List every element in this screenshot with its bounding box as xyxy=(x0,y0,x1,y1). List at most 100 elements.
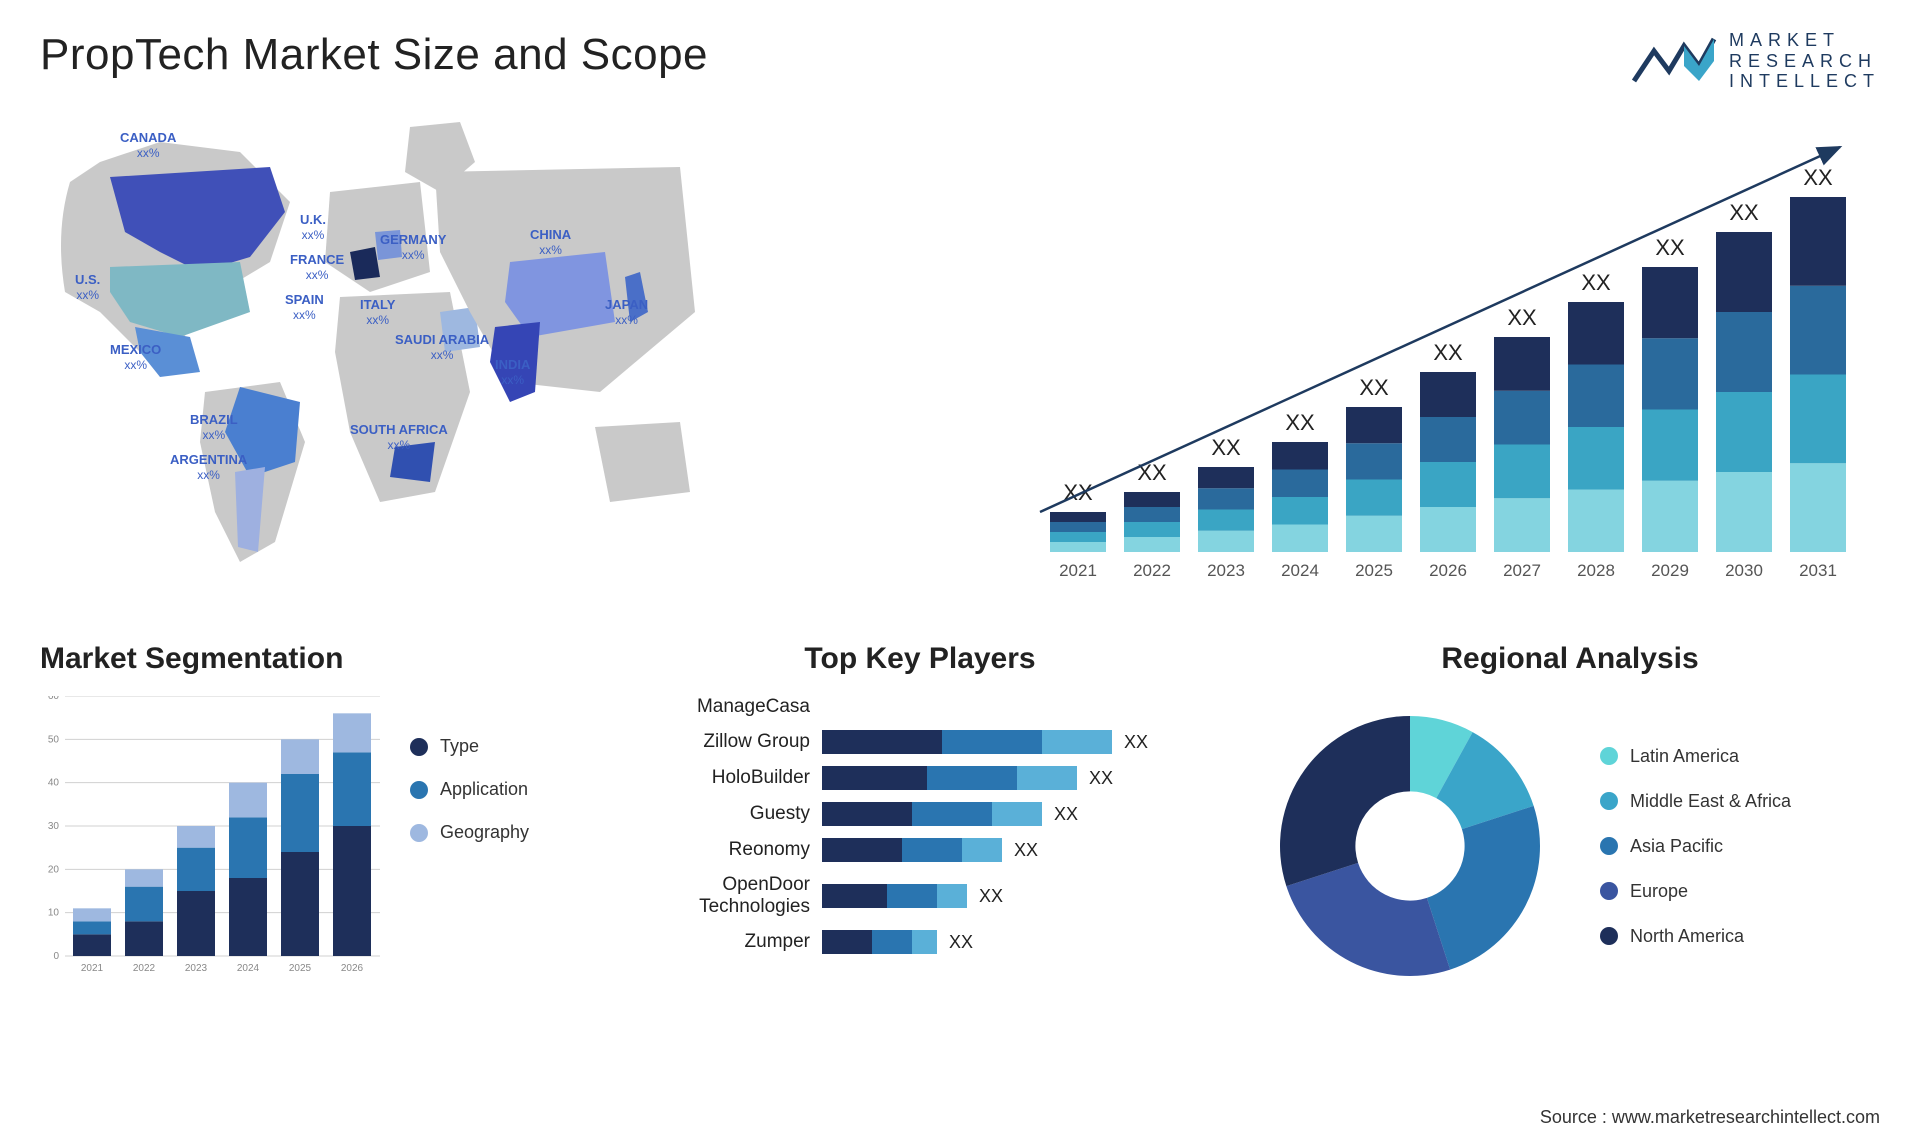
player-row: ManageCasa xyxy=(610,696,1230,718)
map-label-france: FRANCExx% xyxy=(290,252,344,282)
player-name: Guesty xyxy=(610,803,810,825)
player-row: Reonomy XX xyxy=(610,838,1230,862)
player-bar-segment xyxy=(927,766,1017,790)
player-bar-segment xyxy=(887,884,937,908)
logo-line1: MARKET xyxy=(1729,30,1880,51)
map-label-argentina: ARGENTINAxx% xyxy=(170,452,247,482)
svg-text:2029: 2029 xyxy=(1651,561,1689,580)
legend-label: Europe xyxy=(1630,881,1688,902)
map-label-canada: CANADAxx% xyxy=(120,130,176,160)
player-row: Guesty XX xyxy=(610,802,1230,826)
player-bar-segment xyxy=(902,838,962,862)
svg-text:XX: XX xyxy=(1803,165,1833,190)
legend-dot xyxy=(1600,747,1618,765)
player-value: XX xyxy=(1014,840,1038,861)
regional-legend-item: Latin America xyxy=(1600,746,1791,767)
svg-text:2025: 2025 xyxy=(289,963,312,974)
player-name: ManageCasa xyxy=(610,696,810,718)
svg-text:2028: 2028 xyxy=(1577,561,1615,580)
regional-legend-item: Middle East & Africa xyxy=(1600,791,1791,812)
segmentation-title: Market Segmentation xyxy=(40,642,580,676)
legend-label: Middle East & Africa xyxy=(1630,791,1791,812)
svg-text:40: 40 xyxy=(48,778,60,789)
player-bar-segment xyxy=(872,930,912,954)
map-label-u-s-: U.S.xx% xyxy=(75,272,100,302)
player-value: XX xyxy=(1089,768,1113,789)
svg-text:2022: 2022 xyxy=(1133,561,1171,580)
player-name: Zillow Group xyxy=(610,731,810,753)
player-bar-segment xyxy=(937,884,967,908)
svg-text:2027: 2027 xyxy=(1503,561,1541,580)
growth-chart: 2021 XX 2022 XX 2023 XX 2024 XX 2025 XX 2026 XX 2027… xyxy=(1020,112,1880,592)
source-text: Source : www.marketresearchintellect.com xyxy=(1540,1107,1880,1128)
segmentation-chart: 0102030405060202120222023202420252026 xyxy=(40,696,380,1006)
player-row: ZumperXX xyxy=(610,930,1230,954)
svg-text:50: 50 xyxy=(48,734,60,745)
svg-text:2021: 2021 xyxy=(81,963,104,974)
player-bar-segment xyxy=(1042,730,1112,754)
legend-dot xyxy=(1600,882,1618,900)
legend-dot xyxy=(1600,927,1618,945)
player-row: HoloBuilderXX xyxy=(610,766,1230,790)
player-bar-segment xyxy=(822,884,887,908)
map-label-china: CHINAxx% xyxy=(530,227,571,257)
segmentation-legend: Type Application Geography xyxy=(410,696,529,1006)
player-bar xyxy=(822,838,1002,862)
player-bar-segment xyxy=(822,930,872,954)
player-value: XX xyxy=(1054,804,1078,825)
svg-text:2023: 2023 xyxy=(1207,561,1245,580)
players-panel: Top Key Players ManageCasaZillow GroupXX… xyxy=(610,642,1230,1006)
svg-text:2022: 2022 xyxy=(133,963,156,974)
legend-label: Type xyxy=(440,736,479,757)
player-bar xyxy=(822,884,967,908)
map-label-japan: JAPANxx% xyxy=(605,297,648,327)
seg-legend-geography: Geography xyxy=(410,822,529,843)
logo: MARKET RESEARCH INTELLECT xyxy=(1629,30,1880,92)
map-label-spain: SPAINxx% xyxy=(285,292,324,322)
legend-dot xyxy=(1600,792,1618,810)
map-label-mexico: MEXICOxx% xyxy=(110,342,161,372)
legend-label: Geography xyxy=(440,822,529,843)
legend-dot xyxy=(410,824,428,842)
player-bar-segment xyxy=(962,838,1002,862)
regional-legend: Latin AmericaMiddle East & AfricaAsia Pa… xyxy=(1600,746,1791,947)
regional-title: Regional Analysis xyxy=(1260,642,1880,676)
svg-text:2025: 2025 xyxy=(1355,561,1393,580)
donut-svg xyxy=(1260,696,1560,996)
svg-text:XX: XX xyxy=(1063,480,1093,505)
player-bar xyxy=(822,930,937,954)
map-label-brazil: BRAZILxx% xyxy=(190,412,238,442)
svg-text:XX: XX xyxy=(1137,460,1167,485)
player-row: Zillow Group XX xyxy=(610,730,1230,754)
svg-text:XX: XX xyxy=(1581,270,1611,295)
regional-legend-item: Europe xyxy=(1600,881,1791,902)
player-bar-segment xyxy=(992,802,1042,826)
svg-text:XX: XX xyxy=(1359,375,1389,400)
player-bar-segment xyxy=(822,730,942,754)
svg-text:2024: 2024 xyxy=(237,963,260,974)
svg-text:0: 0 xyxy=(53,951,59,962)
player-name: Reonomy xyxy=(610,839,810,861)
player-name: OpenDoor Technologies xyxy=(610,874,810,918)
map-label-south-africa: SOUTH AFRICAxx% xyxy=(350,422,448,452)
svg-text:XX: XX xyxy=(1285,410,1315,435)
logo-icon xyxy=(1629,31,1719,91)
growth-svg: 2021 XX 2022 XX 2023 XX 2024 XX 2025 XX 2026 XX 2027… xyxy=(1020,112,1880,592)
player-bar-segment xyxy=(1017,766,1077,790)
map-label-saudi-arabia: SAUDI ARABIAxx% xyxy=(395,332,489,362)
legend-dot xyxy=(410,781,428,799)
svg-text:2021: 2021 xyxy=(1059,561,1097,580)
svg-text:XX: XX xyxy=(1433,340,1463,365)
legend-label: Application xyxy=(440,779,528,800)
legend-label: North America xyxy=(1630,926,1744,947)
svg-text:2024: 2024 xyxy=(1281,561,1319,580)
svg-text:2026: 2026 xyxy=(341,963,364,974)
player-bar xyxy=(822,766,1077,790)
legend-dot xyxy=(410,738,428,756)
svg-text:2026: 2026 xyxy=(1429,561,1467,580)
player-value: XX xyxy=(1124,732,1148,753)
svg-text:30: 30 xyxy=(48,821,60,832)
svg-text:XX: XX xyxy=(1211,435,1241,460)
seg-legend-type: Type xyxy=(410,736,529,757)
legend-dot xyxy=(1600,837,1618,855)
